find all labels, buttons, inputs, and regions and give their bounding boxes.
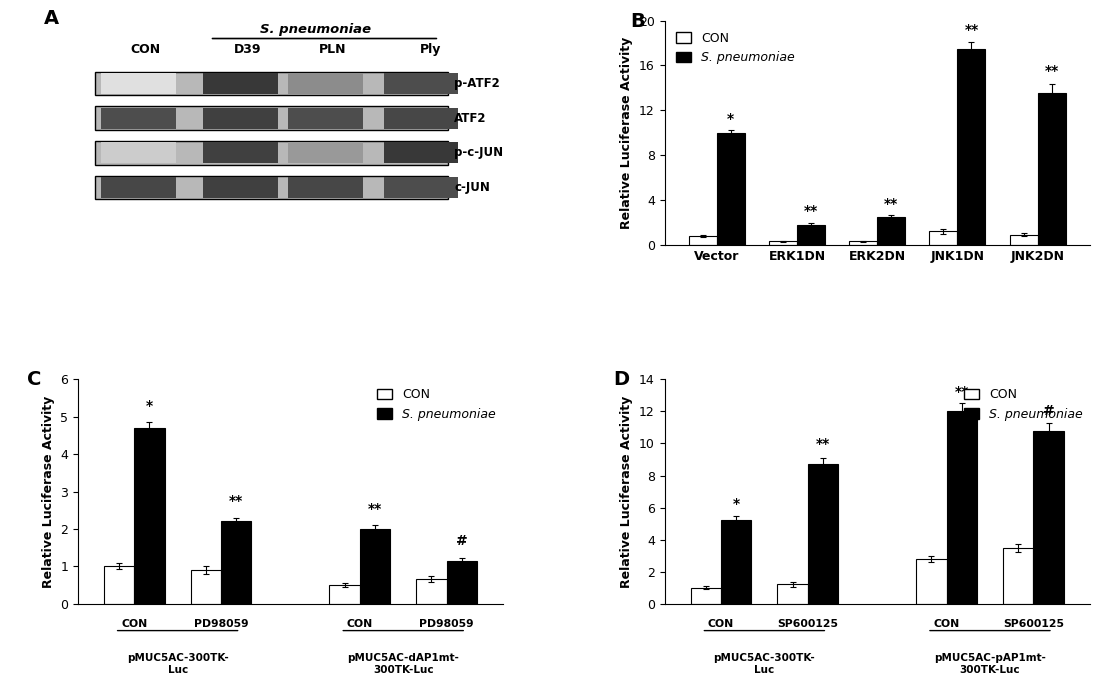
Y-axis label: Relative Luciferase Activity: Relative Luciferase Activity	[620, 36, 634, 229]
Text: CON: CON	[131, 43, 161, 56]
Text: B: B	[631, 12, 645, 31]
Text: c-JUN: c-JUN	[454, 181, 490, 194]
Bar	[1003, 547, 1033, 604]
Text: #: #	[1043, 404, 1054, 418]
Bar	[1033, 431, 1064, 604]
FancyBboxPatch shape	[95, 106, 448, 130]
Text: Ply: Ply	[420, 43, 441, 56]
FancyBboxPatch shape	[101, 108, 176, 128]
FancyBboxPatch shape	[384, 73, 458, 94]
FancyBboxPatch shape	[384, 177, 458, 198]
Legend: CON, S. pneumoniae: CON, S. pneumoniae	[373, 383, 502, 426]
FancyBboxPatch shape	[288, 177, 363, 198]
Bar	[768, 241, 797, 245]
FancyBboxPatch shape	[384, 143, 458, 163]
Text: **: **	[804, 204, 818, 219]
Text: PD98059: PD98059	[193, 619, 248, 629]
Text: p-c-JUN: p-c-JUN	[454, 146, 504, 159]
FancyBboxPatch shape	[101, 73, 176, 94]
FancyBboxPatch shape	[101, 177, 176, 198]
Bar	[416, 580, 447, 604]
Text: p-ATF2: p-ATF2	[454, 77, 500, 90]
Text: PD98059: PD98059	[419, 619, 474, 629]
FancyBboxPatch shape	[95, 71, 448, 95]
Text: **: **	[229, 495, 244, 508]
Text: **: **	[954, 385, 969, 399]
Y-axis label: Relative Luciferase Activity: Relative Luciferase Activity	[620, 395, 634, 588]
Bar	[1037, 93, 1065, 245]
Bar	[1010, 235, 1037, 245]
FancyBboxPatch shape	[384, 108, 458, 128]
Text: **: **	[1044, 64, 1059, 78]
FancyBboxPatch shape	[203, 108, 278, 128]
Bar	[930, 231, 957, 245]
Bar	[691, 588, 721, 604]
Legend: CON, S. pneumoniae: CON, S. pneumoniae	[671, 27, 800, 69]
Text: CON: CON	[708, 619, 734, 629]
Bar	[688, 236, 717, 245]
Bar	[957, 49, 985, 245]
Y-axis label: Relative Luciferase Activity: Relative Luciferase Activity	[41, 395, 54, 588]
Text: pMUC5AC-dAP1mt-
300TK-Luc: pMUC5AC-dAP1mt- 300TK-Luc	[347, 653, 459, 674]
Bar	[447, 560, 477, 604]
Text: SP600125: SP600125	[1003, 619, 1064, 629]
Legend: CON, S. pneumoniae: CON, S. pneumoniae	[959, 383, 1088, 426]
Bar	[717, 132, 745, 245]
Text: D: D	[614, 370, 629, 390]
Text: **: **	[816, 438, 830, 451]
Text: CON: CON	[933, 619, 960, 629]
Text: S. pneumoniae: S. pneumoniae	[260, 23, 371, 36]
Text: ATF2: ATF2	[454, 112, 487, 125]
FancyBboxPatch shape	[288, 143, 363, 163]
Bar	[946, 412, 977, 604]
Bar	[916, 559, 946, 604]
Text: **: **	[884, 197, 898, 211]
FancyBboxPatch shape	[203, 143, 278, 163]
Bar	[190, 570, 221, 604]
Text: D39: D39	[235, 43, 261, 56]
Text: C: C	[27, 370, 41, 390]
Text: *: *	[727, 112, 734, 126]
Text: **: **	[964, 23, 979, 38]
Text: PLN: PLN	[319, 43, 347, 56]
Text: **: **	[368, 502, 383, 516]
FancyBboxPatch shape	[288, 73, 363, 94]
FancyBboxPatch shape	[95, 141, 448, 165]
Text: CON: CON	[121, 619, 148, 629]
FancyBboxPatch shape	[288, 108, 363, 128]
Text: CON: CON	[347, 619, 373, 629]
Bar	[360, 529, 390, 604]
Text: pMUC5AC-300TK-
Luc: pMUC5AC-300TK- Luc	[127, 653, 228, 674]
Text: A: A	[43, 10, 59, 28]
FancyBboxPatch shape	[203, 73, 278, 94]
Bar	[807, 464, 838, 604]
Text: *: *	[733, 497, 739, 511]
Bar	[329, 585, 360, 604]
FancyBboxPatch shape	[95, 176, 448, 200]
FancyBboxPatch shape	[203, 177, 278, 198]
Text: SP600125: SP600125	[777, 619, 838, 629]
Bar	[850, 241, 877, 245]
Text: pMUC5AC-pAP1mt-
300TK-Luc: pMUC5AC-pAP1mt- 300TK-Luc	[934, 653, 1046, 674]
Bar	[877, 217, 905, 245]
Bar	[777, 584, 807, 604]
Bar	[797, 224, 825, 245]
Bar	[135, 428, 165, 604]
Text: pMUC5AC-300TK-
Luc: pMUC5AC-300TK- Luc	[714, 653, 815, 674]
Bar	[103, 567, 135, 604]
Text: *: *	[146, 399, 153, 413]
FancyBboxPatch shape	[101, 143, 176, 163]
Text: #: #	[456, 534, 468, 547]
Bar	[221, 521, 251, 604]
Bar	[721, 521, 752, 604]
